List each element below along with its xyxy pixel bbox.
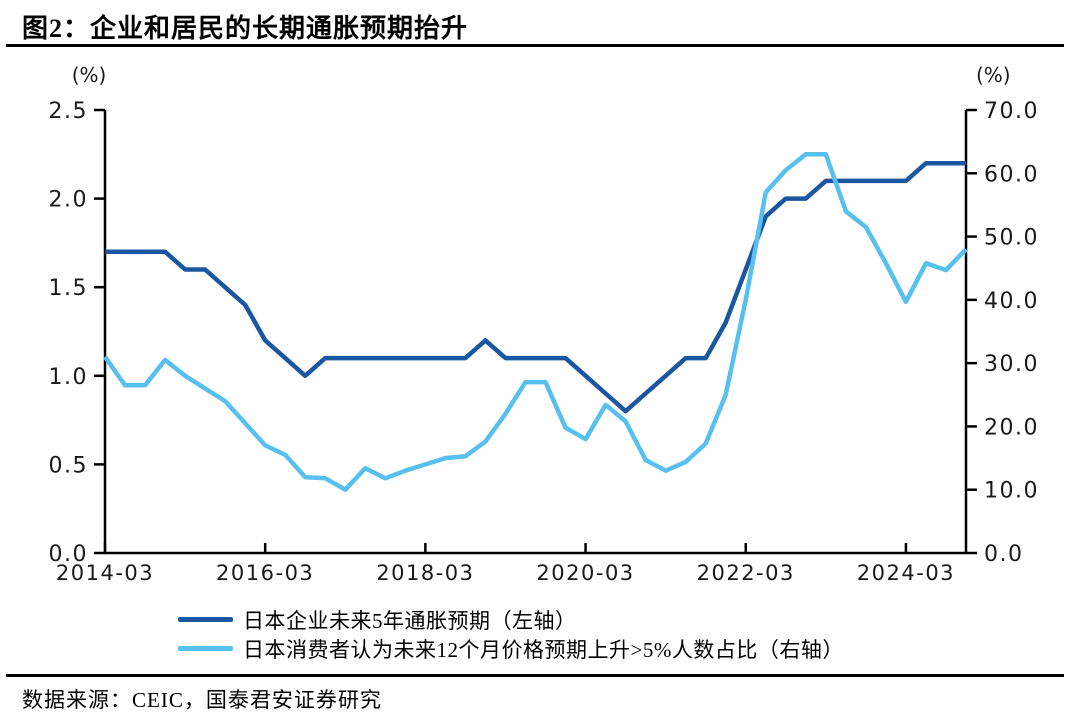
series-line-0 xyxy=(105,160,966,414)
x-axis-tick-label: 2024-03 xyxy=(857,561,955,585)
right-axis-tick-label: 30.0 xyxy=(984,352,1039,377)
x-axis-tick-label: 2018-03 xyxy=(376,561,474,585)
legend-label-enterprise: 日本企业未来5年通胀预期（左轴） xyxy=(243,608,577,633)
right-axis-tick-label: 40.0 xyxy=(984,289,1039,314)
legend-item-consumer: 日本消费者认为未来12个月价格预期上升>5%人数占比（右轴） xyxy=(178,636,844,662)
figure-title: 图2：企业和居民的长期通胀预期抬升 xyxy=(22,14,469,43)
legend: 日本企业未来5年通胀预期（左轴） 日本消费者认为未来12个月价格预期上升>5%人… xyxy=(178,607,844,662)
x-axis-tick-label: 2014-03 xyxy=(56,561,154,585)
right-axis-tick-label: 20.0 xyxy=(984,415,1039,440)
left-axis-tick-label: 0.5 xyxy=(49,453,89,478)
left-axis-tick-label: 1.0 xyxy=(49,365,89,390)
left-axis-tick-label: 2.5 xyxy=(49,99,89,124)
x-axis-tick-label: 2016-03 xyxy=(216,561,314,585)
legend-line-swatch-light-blue xyxy=(178,646,233,651)
right-axis-tick-label: 70.0 xyxy=(984,99,1039,124)
legend-line-swatch-dark-blue xyxy=(178,617,233,622)
left-axis-tick-label: 2.0 xyxy=(49,188,89,213)
data-source-note: 数据来源：CEIC，国泰君安证券研究 xyxy=(22,688,382,712)
legend-label-consumer: 日本消费者认为未来12个月价格预期上升>5%人数占比（右轴） xyxy=(243,637,844,662)
title-underline xyxy=(6,44,1064,47)
right-axis-tick-label: 60.0 xyxy=(984,162,1039,187)
left-axis-tick-label: 0.0 xyxy=(49,542,89,567)
left-axis-tick-label: 1.5 xyxy=(49,276,89,301)
left-axis-unit-label: (%) xyxy=(72,63,107,87)
right-axis-tick-label: 0.0 xyxy=(984,542,1024,567)
right-axis-unit-label: (%) xyxy=(976,63,1011,87)
right-axis-tick-label: 10.0 xyxy=(984,479,1039,504)
right-axis-tick-label: 50.0 xyxy=(984,226,1039,251)
series-line-1 xyxy=(103,152,968,492)
x-axis-tick-label: 2020-03 xyxy=(536,561,634,585)
footer-rule xyxy=(6,674,1064,677)
legend-item-enterprise: 日本企业未来5年通胀预期（左轴） xyxy=(178,607,844,633)
x-axis-tick-label: 2022-03 xyxy=(697,561,795,585)
